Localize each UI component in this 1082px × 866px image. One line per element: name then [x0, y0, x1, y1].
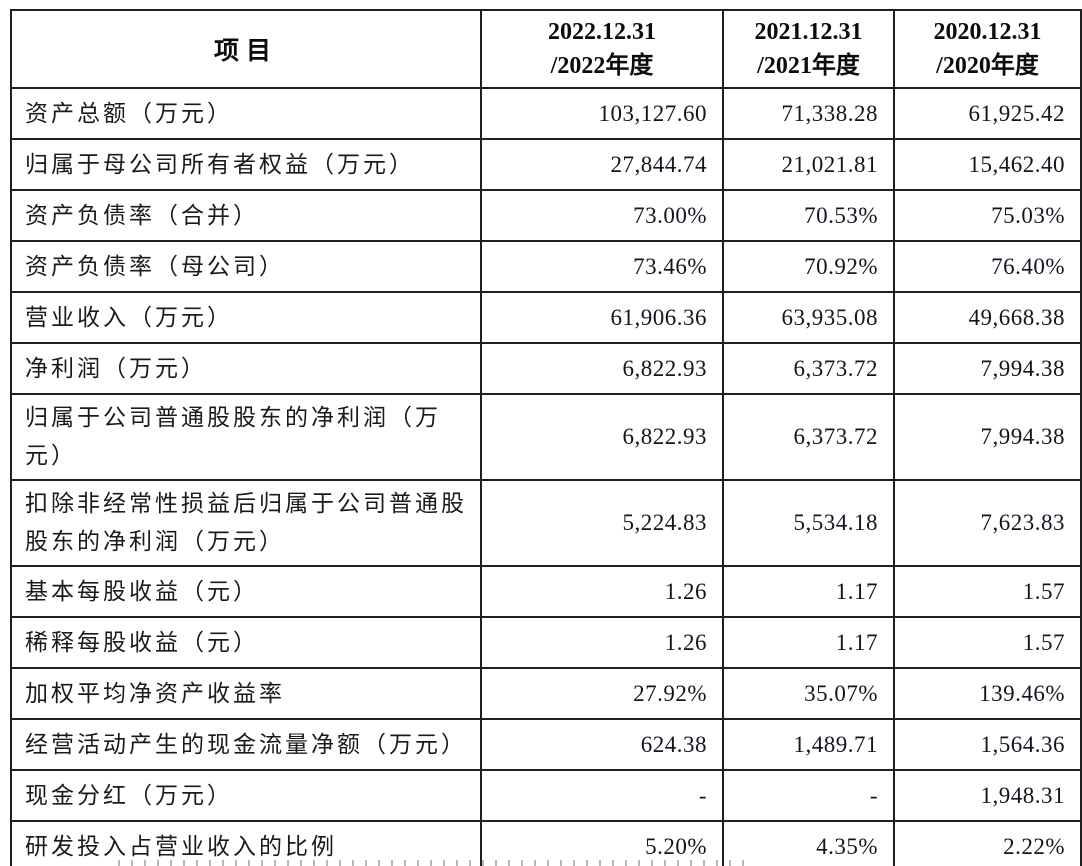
row-label-cell: 资产负债率（母公司） — [10, 240, 482, 293]
value-cell: 624.38 — [480, 718, 724, 771]
table-row-basic-eps: 基本每股收益（元） 1.26 1.17 1.57 — [10, 565, 1082, 618]
value-cell: 73.46% — [480, 240, 724, 293]
row-label-cell: 基本每股收益（元） — [10, 565, 482, 618]
value-cell: 7,994.38 — [893, 393, 1082, 481]
header-period-date: 2021.12.31 — [754, 19, 863, 45]
table-row-rd-revenue-ratio: 研发投入占营业收入的比例 5.20% 4.35% 2.22% — [10, 820, 1082, 866]
table-row-total-assets: 资产总额（万元） 103,127.60 71,338.28 61,925.42 — [10, 87, 1082, 140]
header-period-date: 2020.12.31 — [933, 19, 1042, 45]
value-cell: 49,668.38 — [893, 291, 1082, 344]
row-label-cell: 归属于母公司所有者权益（万元） — [10, 138, 482, 191]
value-cell: 21,021.81 — [722, 138, 895, 191]
value-cell: 73.00% — [480, 189, 724, 242]
table-row-revenue: 营业收入（万元） 61,906.36 63,935.08 49,668.38 — [10, 291, 1082, 344]
row-label-cell: 净利润（万元） — [10, 342, 482, 395]
table-row-operating-cash-flow: 经营活动产生的现金流量净额（万元） 624.38 1,489.71 1,564.… — [10, 718, 1082, 771]
table-row-cash-dividend: 现金分红（万元） - - 1,948.31 — [10, 769, 1082, 822]
table-row-debt-ratio-parent: 资产负债率（母公司） 73.46% 70.92% 76.40% — [10, 240, 1082, 293]
value-cell: 7,623.83 — [893, 479, 1082, 567]
value-cell: 2.22% — [893, 820, 1082, 866]
table-row-net-profit-excl-nonrecurring: 扣除非经常性损益后归属于公司普通股股东的净利润（万元） 5,224.83 5,5… — [10, 479, 1082, 567]
row-label-cell: 资产负债率（合并） — [10, 189, 482, 242]
value-cell: 15,462.40 — [893, 138, 1082, 191]
value-cell: 5,534.18 — [722, 479, 895, 567]
value-cell: - — [480, 769, 724, 822]
value-cell: 1,948.31 — [893, 769, 1082, 822]
value-cell: 75.03% — [893, 189, 1082, 242]
value-cell: 7,994.38 — [893, 342, 1082, 395]
value-cell: 139.46% — [893, 667, 1082, 720]
table-header-row: 项目 2022.12.31 /2022年度 2021.12.31 /2021年度… — [10, 9, 1082, 89]
value-cell: 1,489.71 — [722, 718, 895, 771]
table-row-weighted-avg-roe: 加权平均净资产收益率 27.92% 35.07% 139.46% — [10, 667, 1082, 720]
value-cell: 6,822.93 — [480, 342, 724, 395]
row-label-cell: 现金分红（万元） — [10, 769, 482, 822]
value-cell: 1,564.36 — [893, 718, 1082, 771]
table-row-diluted-eps: 稀释每股收益（元） 1.26 1.17 1.57 — [10, 616, 1082, 669]
value-cell: 103,127.60 — [480, 87, 724, 140]
row-label-cell: 营业收入（万元） — [10, 291, 482, 344]
table-row-net-profit-common-shareholders: 归属于公司普通股股东的净利润（万元） 6,822.93 6,373.72 7,9… — [10, 393, 1082, 481]
table-row-net-profit: 净利润（万元） 6,822.93 6,373.72 7,994.38 — [10, 342, 1082, 395]
value-cell: 1.17 — [722, 616, 895, 669]
value-cell: 70.92% — [722, 240, 895, 293]
header-period-year: /2021年度 — [757, 53, 860, 79]
value-cell: 5.20% — [480, 820, 724, 866]
header-period-date: 2022.12.31 — [548, 19, 656, 45]
header-period-year: /2020年度 — [936, 53, 1039, 79]
row-label-cell: 归属于公司普通股股东的净利润（万元） — [10, 393, 482, 481]
clipped-text-fragment — [118, 860, 748, 866]
value-cell: 76.40% — [893, 240, 1082, 293]
value-cell: 71,338.28 — [722, 87, 895, 140]
header-period-year: /2022年度 — [550, 53, 654, 79]
header-period-2021-cell: 2021.12.31 /2021年度 — [722, 9, 895, 89]
value-cell: - — [722, 769, 895, 822]
value-cell: 6,822.93 — [480, 393, 724, 481]
table-row-debt-ratio-consolidated: 资产负债率（合并） 73.00% 70.53% 75.03% — [10, 189, 1082, 242]
header-period-2022-cell: 2022.12.31 /2022年度 — [480, 9, 724, 89]
value-cell: 70.53% — [722, 189, 895, 242]
value-cell: 1.17 — [722, 565, 895, 618]
row-label-cell: 加权平均净资产收益率 — [10, 667, 482, 720]
row-label-cell: 资产总额（万元） — [10, 87, 482, 140]
value-cell: 1.57 — [893, 565, 1082, 618]
financial-summary-table: 项目 2022.12.31 /2022年度 2021.12.31 /2021年度… — [10, 9, 1082, 866]
value-cell: 4.35% — [722, 820, 895, 866]
row-label-cell: 扣除非经常性损益后归属于公司普通股股东的净利润（万元） — [10, 479, 482, 567]
value-cell: 35.07% — [722, 667, 895, 720]
value-cell: 27,844.74 — [480, 138, 724, 191]
value-cell: 1.57 — [893, 616, 1082, 669]
header-item-cell: 项目 — [10, 9, 482, 89]
table-row-parent-equity: 归属于母公司所有者权益（万元） 27,844.74 21,021.81 15,4… — [10, 138, 1082, 191]
value-cell: 63,935.08 — [722, 291, 895, 344]
value-cell: 1.26 — [480, 565, 724, 618]
value-cell: 1.26 — [480, 616, 724, 669]
value-cell: 27.92% — [480, 667, 724, 720]
value-cell: 61,925.42 — [893, 87, 1082, 140]
value-cell: 5,224.83 — [480, 479, 724, 567]
value-cell: 6,373.72 — [722, 393, 895, 481]
row-label-cell: 经营活动产生的现金流量净额（万元） — [10, 718, 482, 771]
row-label-cell: 稀释每股收益（元） — [10, 616, 482, 669]
row-label-cell: 研发投入占营业收入的比例 — [10, 820, 482, 866]
value-cell: 61,906.36 — [480, 291, 724, 344]
value-cell: 6,373.72 — [722, 342, 895, 395]
header-period-2020-cell: 2020.12.31 /2020年度 — [893, 9, 1082, 89]
